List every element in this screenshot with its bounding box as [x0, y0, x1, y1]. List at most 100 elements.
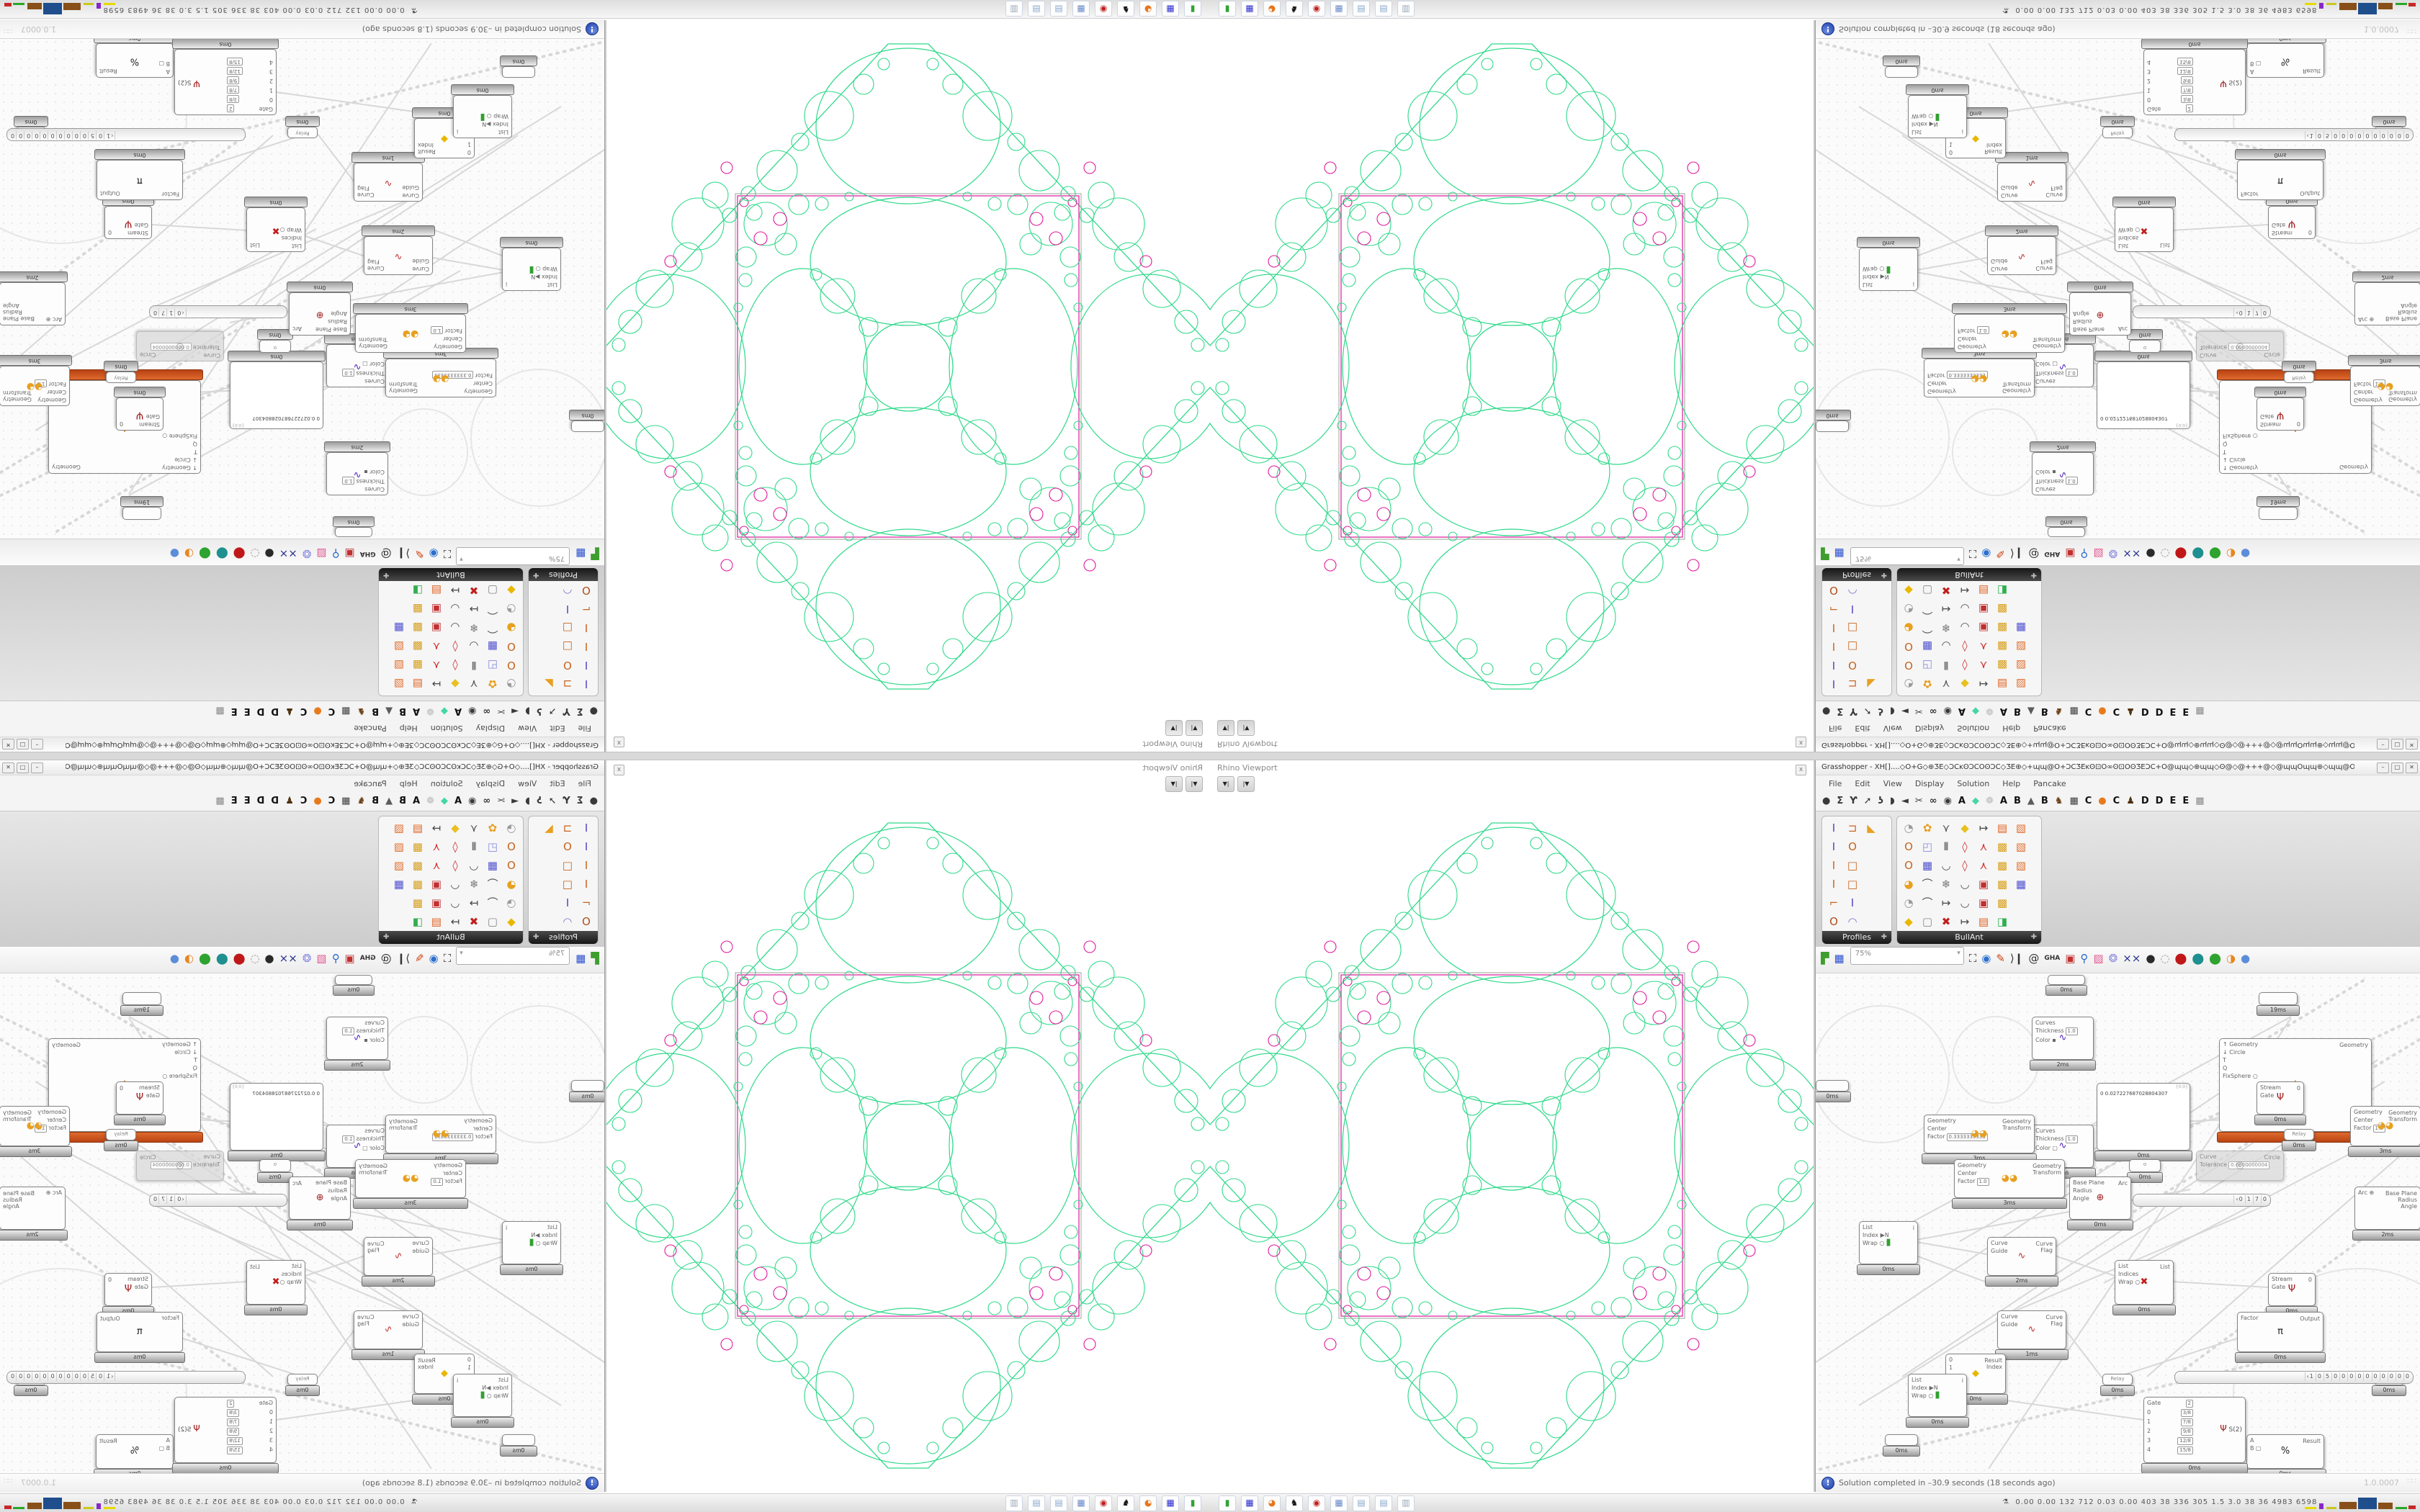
palette-component-icon[interactable]: ▦	[1922, 640, 1933, 653]
palette-component-icon[interactable]: ✖	[1941, 584, 1951, 597]
zoom-level-combo[interactable]: 75%	[1850, 547, 1964, 565]
rhino-viewport[interactable]: Rhino Viewport ▼| |▼ x	[605, 760, 1210, 1492]
mini-node[interactable]: 0ms	[500, 55, 537, 78]
palette-component-icon[interactable]: I	[1850, 603, 1855, 616]
category-tab-icon-27[interactable]: ▩	[2195, 706, 2205, 716]
category-tab-icon-6[interactable]: ◄	[1901, 706, 1909, 716]
gh-component-node[interactable]: Stream Gate Ψ 0 0ms	[114, 1081, 166, 1125]
palette-component-icon[interactable]: I	[1832, 621, 1836, 634]
palette-component-icon[interactable]: ▧	[2015, 822, 2027, 834]
gh-component-node[interactable]: Factor π Output 0ms	[94, 1312, 185, 1363]
grasshopper-titlebar[interactable]: Grasshopper - XH[]....◇O+G◇⊕ƷE◇ƆCĸʘƆCOʘƆ…	[0, 737, 604, 752]
cat-icon[interactable]: ♞	[1117, 1, 1134, 17]
fancy-wires-icon[interactable]: ⨯⨯	[2123, 951, 2141, 965]
menu-item-edit[interactable]: Edit	[1855, 779, 1870, 788]
palette-component-icon[interactable]: ▤	[412, 678, 424, 690]
number-slider[interactable]: ‹0170	[149, 1194, 287, 1207]
stream-filter-node[interactable]: Gate 2 0 3/8 1 7/8 2 9/8 3 12/8 4 15/8 Ψ S(2) 0ms	[172, 39, 279, 115]
palette-component-icon[interactable]: I	[1832, 659, 1836, 672]
document-icon[interactable]: ▥	[1397, 1495, 1415, 1511]
category-tab-icon-26[interactable]: E	[2182, 706, 2190, 716]
palette-component-icon[interactable]: ❄	[1941, 621, 1951, 634]
palette-component-icon[interactable]: ◊	[1962, 840, 1968, 853]
category-tab-icon-6[interactable]: ◄	[511, 706, 519, 716]
palette-component-icon[interactable]: ◠	[563, 915, 573, 928]
palette-component-icon[interactable]: ⦀	[1943, 840, 1949, 853]
firefox-icon[interactable]: ◕	[1139, 1495, 1157, 1511]
palette-component-icon[interactable]: ◕	[1904, 878, 1914, 891]
viewport-close-icon[interactable]: x	[1796, 765, 1806, 775]
palette-component-icon[interactable]: ▩	[1996, 859, 2008, 872]
palette-component-icon[interactable]: ⌐	[581, 896, 591, 909]
palette-component-icon[interactable]: ◕	[506, 878, 516, 891]
palette-component-icon[interactable]: O	[563, 659, 572, 672]
palette-component-icon[interactable]: □	[1847, 640, 1858, 653]
palette-component-icon[interactable]: ▧	[2015, 659, 2027, 672]
palette-component-icon[interactable]: ⌒	[1922, 621, 1933, 634]
category-tab-icon-8[interactable]: ∞	[483, 706, 491, 716]
category-tab-icon-22[interactable]: ♟	[2126, 796, 2135, 806]
resize-grip-icon[interactable]: ∷∷	[4, 27, 13, 35]
tab-profiles[interactable]: Profiles ✚	[529, 568, 598, 581]
palette-component-icon[interactable]: ◆	[451, 822, 460, 834]
menu-item-pancake[interactable]: Pancake	[2033, 724, 2066, 733]
notepad-icon[interactable]: ▤	[1050, 1, 1067, 17]
number-slider[interactable]: ‹10500000000000ms	[2174, 1371, 2414, 1384]
palette-component-icon[interactable]: ▩	[1996, 659, 2008, 672]
palette-component-icon[interactable]: ⋎	[1942, 822, 1950, 834]
sketch-icon[interactable]: ✎	[415, 547, 424, 561]
palette-component-icon[interactable]: O	[1904, 640, 1913, 653]
menu-item-display[interactable]: Display	[475, 779, 506, 788]
palette-component-icon[interactable]: ✿	[488, 678, 498, 690]
grasshopper-titlebar[interactable]: Grasshopper - XH[]....◇O+G◇⊕ƷE◇ƆCĸʘƆCOʘƆ…	[1816, 737, 2420, 752]
palette-component-icon[interactable]: ▩	[412, 621, 424, 634]
category-tab-icon-11[interactable]: ◆	[441, 706, 449, 716]
save-file-icon[interactable]: ▦	[575, 547, 586, 561]
document-icon[interactable]: ▥	[1005, 1, 1023, 17]
category-tab-icon-3[interactable]: ➚	[548, 796, 557, 806]
teal-gem-icon[interactable]: ⬤	[215, 547, 228, 561]
gh-component-node[interactable]: List Indices Wrap ○ ✖ List 0ms	[2112, 197, 2176, 252]
palette-component-icon[interactable]: ⦀	[471, 659, 477, 672]
find-icon[interactable]: ⚲	[331, 547, 340, 561]
menu-item-display[interactable]: Display	[1914, 724, 1945, 733]
mini-node-o[interactable]: o 0ms	[257, 329, 293, 353]
category-tab-icon-24[interactable]: D	[2155, 796, 2164, 806]
gh-component-node[interactable]: Arc ⊕ Base Plane Radius Angle 2ms	[2352, 271, 2420, 325]
orange-sphere-icon[interactable]: ◑	[184, 547, 194, 561]
category-tab-icon-2[interactable]: Ƴ	[1850, 796, 1857, 806]
find-icon[interactable]: ⚲	[2080, 547, 2089, 561]
palette-component-icon[interactable]: O	[582, 915, 591, 928]
category-tab-icon-14[interactable]: B	[2013, 706, 2021, 716]
palette-component-icon[interactable]: ⋏	[1979, 659, 1988, 672]
palette-component-icon[interactable]: ↦	[431, 678, 442, 690]
palette-component-icon[interactable]: ◡	[469, 640, 479, 653]
palette-component-icon[interactable]: ⊐	[1847, 822, 1857, 834]
help-box-icon[interactable]: ▨	[2093, 951, 2104, 965]
category-tab-icon-13[interactable]: A	[413, 706, 421, 716]
droplet-icon[interactable]: ●	[2146, 951, 2156, 965]
menu-item-help[interactable]: Help	[399, 779, 418, 788]
category-tab-icon-2[interactable]: Ƴ	[1850, 706, 1857, 716]
palette-component-icon[interactable]: ▩	[412, 859, 424, 872]
cylinder-icon[interactable]: ◌	[2160, 951, 2170, 965]
document-icon[interactable]: ▥	[1397, 1, 1415, 17]
gh-component-node[interactable]: Curve Guide ∿ Curve Flag 1ms	[1995, 1310, 2069, 1360]
rhino-viewport[interactable]: Rhino Viewport ▼| |▼ x	[605, 20, 1210, 752]
category-tab-icon-10[interactable]: A	[1958, 706, 1966, 716]
category-tab-icon-2[interactable]: Ƴ	[563, 796, 570, 806]
palette-component-icon[interactable]: I	[1832, 859, 1836, 872]
palette-component-icon[interactable]: O	[1829, 915, 1838, 928]
palette-component-icon[interactable]: ▤	[412, 822, 424, 834]
gh-component-node[interactable]: Curve Guide ∿ Curve Flag 1ms	[351, 1310, 425, 1360]
orange-sphere-icon[interactable]: ◑	[2226, 547, 2236, 561]
category-tab-icon-1[interactable]: Σ	[1837, 706, 1844, 716]
gh-component-node[interactable]: Curve Guide ∿ Curve Flag 1ms	[351, 152, 425, 202]
find-icon[interactable]: ⚲	[2080, 951, 2089, 965]
palette-component-icon[interactable]: ▩	[412, 840, 424, 853]
